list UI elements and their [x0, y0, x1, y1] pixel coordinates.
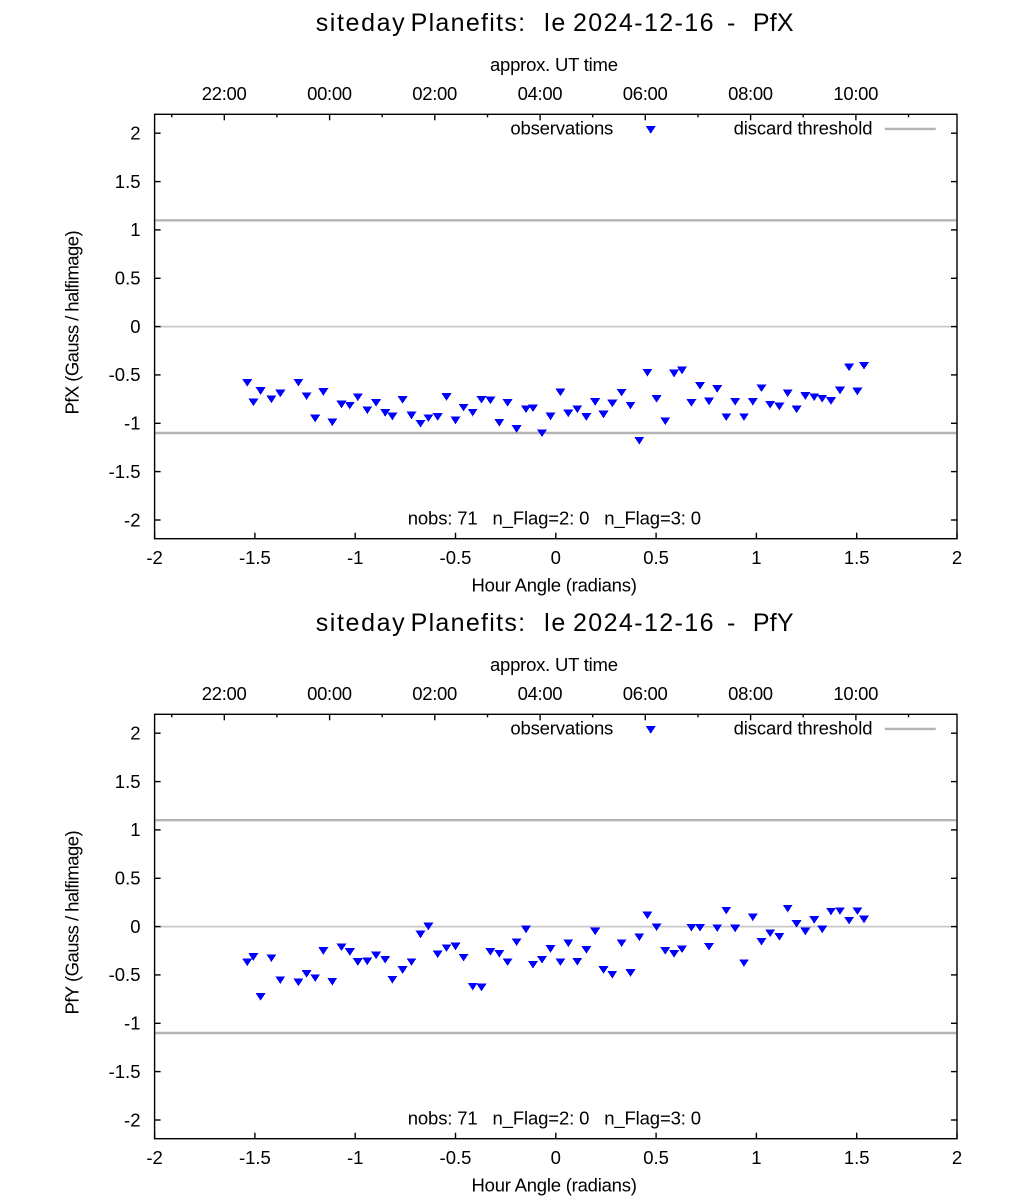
svg-text:Hour Angle (radians): Hour Angle (radians)	[472, 575, 637, 596]
svg-text:PfX: PfX	[753, 9, 794, 37]
svg-text:22:00: 22:00	[202, 683, 247, 704]
svg-text:1: 1	[751, 1147, 761, 1168]
svg-text:02:00: 02:00	[412, 83, 457, 104]
svg-text:00:00: 00:00	[307, 683, 352, 704]
svg-text:-1: -1	[124, 413, 140, 434]
svg-text:08:00: 08:00	[728, 83, 773, 104]
svg-text:1: 1	[751, 547, 761, 568]
svg-text:0: 0	[130, 916, 140, 937]
svg-text:approx. UT time: approx. UT time	[490, 654, 618, 675]
svg-text:06:00: 06:00	[623, 683, 668, 704]
svg-text:0: 0	[551, 1147, 561, 1168]
svg-text:06:00: 06:00	[623, 83, 668, 104]
svg-text:02:00: 02:00	[412, 683, 457, 704]
svg-text:-1.5: -1.5	[239, 547, 271, 568]
svg-text:0: 0	[551, 547, 561, 568]
svg-text:0.5: 0.5	[115, 868, 141, 889]
svg-text:2: 2	[130, 123, 140, 144]
svg-text:2024-12-16: 2024-12-16	[573, 609, 714, 637]
svg-text:0.5: 0.5	[643, 547, 669, 568]
svg-text:PfY: PfY	[753, 609, 794, 637]
svg-text:00:00: 00:00	[307, 83, 352, 104]
svg-text:nobs: 71 n_Flag=2: 0 n_Fla: nobs: 71 n_Flag=2: 0 n_Flag=3: 0	[408, 1107, 701, 1129]
svg-text:04:00: 04:00	[518, 683, 563, 704]
svg-text:08:00: 08:00	[728, 683, 773, 704]
svg-text:-1.5: -1.5	[109, 461, 141, 482]
svg-text:Planefits:: Planefits:	[411, 609, 525, 637]
svg-text:-0.5: -0.5	[109, 964, 141, 985]
svg-text:-2: -2	[124, 1109, 140, 1130]
svg-text:-1: -1	[347, 547, 363, 568]
svg-text:-1: -1	[124, 1013, 140, 1034]
svg-text:-1.5: -1.5	[239, 1147, 271, 1168]
svg-text:0.5: 0.5	[115, 268, 141, 289]
svg-text:2024-12-16: 2024-12-16	[573, 9, 714, 37]
svg-text:Planefits:: Planefits:	[411, 9, 525, 37]
svg-text:observations: observations	[510, 117, 613, 138]
svg-text:1.5: 1.5	[115, 171, 141, 192]
svg-text:22:00: 22:00	[202, 83, 247, 104]
svg-text:le: le	[544, 9, 565, 37]
svg-text:-2: -2	[146, 1147, 162, 1168]
svg-text:discard threshold: discard threshold	[734, 717, 873, 738]
svg-text:0.5: 0.5	[643, 1147, 669, 1168]
svg-text:PfY (Gauss / halfimage): PfY (Gauss / halfimage)	[62, 830, 83, 1014]
svg-text:1.5: 1.5	[115, 771, 141, 792]
svg-text:-1.5: -1.5	[109, 1061, 141, 1082]
svg-text:discard threshold: discard threshold	[734, 117, 873, 138]
svg-text:1.5: 1.5	[844, 547, 870, 568]
svg-text:-2: -2	[124, 509, 140, 530]
svg-text:-: -	[727, 9, 735, 37]
svg-text:2: 2	[952, 1147, 962, 1168]
svg-text:0: 0	[130, 316, 140, 337]
svg-text:-: -	[727, 609, 735, 637]
svg-text:1.5: 1.5	[844, 1147, 870, 1168]
svg-text:10:00: 10:00	[833, 83, 878, 104]
svg-text:siteday: siteday	[316, 609, 405, 637]
svg-text:2: 2	[952, 547, 962, 568]
svg-text:1: 1	[130, 219, 140, 240]
svg-text:siteday: siteday	[316, 9, 405, 37]
svg-text:PfX (Gauss / halfimage): PfX (Gauss / halfimage)	[62, 230, 83, 414]
svg-text:approx. UT time: approx. UT time	[490, 54, 618, 75]
svg-text:-0.5: -0.5	[109, 364, 141, 385]
svg-text:-0.5: -0.5	[440, 1147, 472, 1168]
svg-text:Hour Angle (radians): Hour Angle (radians)	[472, 1175, 637, 1196]
svg-text:10:00: 10:00	[833, 683, 878, 704]
svg-text:04:00: 04:00	[518, 83, 563, 104]
svg-text:-0.5: -0.5	[440, 547, 472, 568]
svg-text:nobs: 71 n_Flag=2: 0 n_Fla: nobs: 71 n_Flag=2: 0 n_Flag=3: 0	[408, 507, 701, 529]
svg-text:-1: -1	[347, 1147, 363, 1168]
svg-text:2: 2	[130, 723, 140, 744]
svg-text:1: 1	[130, 819, 140, 840]
svg-text:observations: observations	[510, 717, 613, 738]
svg-text:le: le	[544, 609, 565, 637]
svg-text:-2: -2	[146, 547, 162, 568]
